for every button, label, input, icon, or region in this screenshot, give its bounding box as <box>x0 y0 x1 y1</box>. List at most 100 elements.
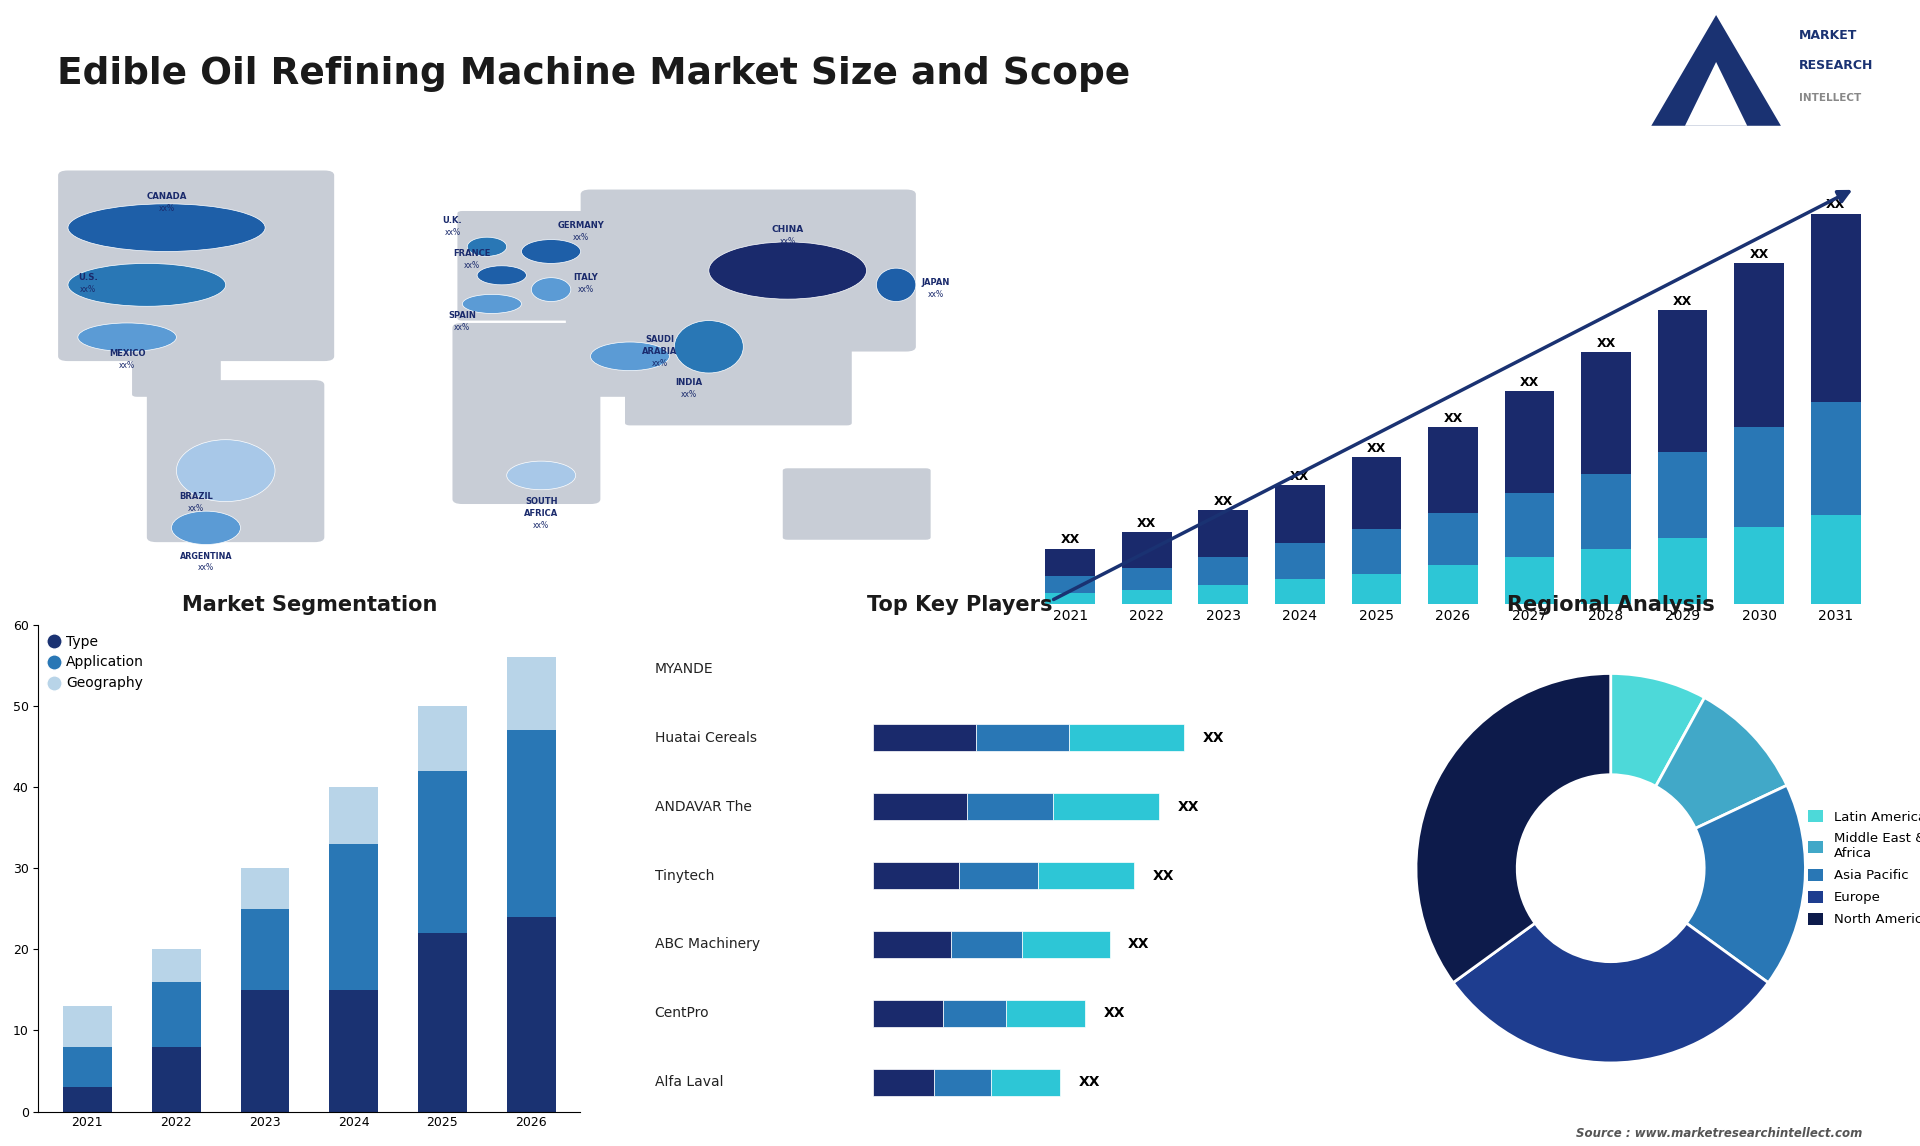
Bar <box>1198 557 1248 584</box>
Text: Edible Oil Refining Machine Market Size and Scope: Edible Oil Refining Machine Market Size … <box>58 56 1131 93</box>
Bar <box>1428 426 1478 512</box>
Text: xx%: xx% <box>572 233 589 242</box>
FancyBboxPatch shape <box>457 211 595 321</box>
Ellipse shape <box>532 277 570 301</box>
Text: MARKET: MARKET <box>1799 29 1857 42</box>
Text: Source : www.marketresearchintellect.com: Source : www.marketresearchintellect.com <box>1576 1128 1862 1140</box>
Ellipse shape <box>79 323 177 352</box>
Text: XX: XX <box>1154 869 1175 882</box>
Bar <box>1275 579 1325 604</box>
Text: xx%: xx% <box>465 261 480 270</box>
FancyBboxPatch shape <box>1054 793 1160 819</box>
Ellipse shape <box>177 440 275 502</box>
Bar <box>1811 402 1860 516</box>
Text: XX: XX <box>1444 411 1463 424</box>
Text: Alfa Laval: Alfa Laval <box>655 1075 724 1090</box>
Wedge shape <box>1453 924 1768 1063</box>
Bar <box>152 982 200 1046</box>
Text: INDIA: INDIA <box>676 378 703 387</box>
Legend: Latin America, Middle East &
Africa, Asia Pacific, Europe, North America: Latin America, Middle East & Africa, Asi… <box>1803 804 1920 932</box>
Bar <box>1582 549 1630 604</box>
Text: XX: XX <box>1290 470 1309 482</box>
FancyBboxPatch shape <box>783 469 931 540</box>
Text: MEXICO: MEXICO <box>109 350 146 359</box>
Ellipse shape <box>708 242 866 299</box>
FancyBboxPatch shape <box>991 1069 1060 1096</box>
Text: xx%: xx% <box>651 359 668 368</box>
FancyBboxPatch shape <box>1069 724 1185 751</box>
FancyBboxPatch shape <box>874 1000 943 1027</box>
Title: Regional Analysis: Regional Analysis <box>1507 595 1715 615</box>
Text: MYANDE: MYANDE <box>655 661 714 676</box>
Ellipse shape <box>674 321 743 372</box>
Text: xx%: xx% <box>119 361 134 370</box>
Bar <box>1121 532 1171 568</box>
FancyBboxPatch shape <box>453 323 601 504</box>
Text: XX: XX <box>1179 800 1200 814</box>
Bar <box>1505 557 1555 604</box>
Ellipse shape <box>507 461 576 489</box>
Wedge shape <box>1686 785 1805 982</box>
Bar <box>419 771 467 933</box>
Bar <box>1352 574 1402 604</box>
Text: xx%: xx% <box>578 285 593 295</box>
Ellipse shape <box>171 511 240 544</box>
Bar <box>240 869 290 909</box>
Text: XX: XX <box>1079 1075 1100 1090</box>
Bar <box>1352 529 1402 574</box>
Bar <box>1505 493 1555 557</box>
Text: SPAIN: SPAIN <box>449 312 476 320</box>
FancyBboxPatch shape <box>943 1000 1006 1027</box>
Ellipse shape <box>876 268 916 301</box>
Wedge shape <box>1415 674 1611 982</box>
Text: xx%: xx% <box>188 504 204 513</box>
Bar <box>1657 311 1707 452</box>
Bar <box>240 990 290 1112</box>
Bar <box>1121 568 1171 590</box>
Text: U.K.: U.K. <box>444 215 463 225</box>
FancyBboxPatch shape <box>1006 1000 1085 1027</box>
Bar <box>1505 391 1555 493</box>
Text: BRAZIL: BRAZIL <box>179 493 213 501</box>
Wedge shape <box>1611 674 1705 786</box>
Bar <box>1657 537 1707 604</box>
Text: GERMANY: GERMANY <box>557 221 605 229</box>
Text: Tinytech: Tinytech <box>655 869 714 882</box>
Bar <box>1428 512 1478 565</box>
Bar <box>328 787 378 843</box>
Ellipse shape <box>467 237 507 257</box>
Text: CHINA: CHINA <box>772 226 804 235</box>
Text: XX: XX <box>1596 337 1615 350</box>
FancyBboxPatch shape <box>975 724 1069 751</box>
Bar <box>63 1088 111 1112</box>
Bar <box>63 1006 111 1046</box>
Legend: Type, Application, Geography: Type, Application, Geography <box>46 631 146 693</box>
Bar <box>1582 352 1630 474</box>
Bar <box>419 706 467 771</box>
Text: XX: XX <box>1749 249 1768 261</box>
Bar <box>507 658 555 730</box>
Ellipse shape <box>67 264 227 306</box>
Text: XX: XX <box>1826 198 1845 211</box>
Text: FRANCE: FRANCE <box>453 249 492 258</box>
Bar <box>1582 474 1630 549</box>
Bar <box>1734 264 1784 426</box>
Text: ARGENTINA: ARGENTINA <box>180 552 232 560</box>
Text: xx%: xx% <box>444 228 461 237</box>
FancyBboxPatch shape <box>1021 931 1110 958</box>
Ellipse shape <box>67 204 265 251</box>
Bar <box>1121 590 1171 604</box>
Bar <box>1198 584 1248 604</box>
Text: ITALY: ITALY <box>574 273 597 282</box>
Bar <box>1428 565 1478 604</box>
Text: XX: XX <box>1060 533 1079 547</box>
Text: ANDAVAR The: ANDAVAR The <box>655 800 751 814</box>
Bar <box>1198 510 1248 557</box>
Text: XX: XX <box>1521 376 1540 388</box>
Text: CentPro: CentPro <box>655 1006 708 1020</box>
Text: SOUTH: SOUTH <box>524 497 557 507</box>
Bar <box>63 1046 111 1088</box>
Text: ARABIA: ARABIA <box>641 347 678 356</box>
Text: xx%: xx% <box>79 285 96 295</box>
Ellipse shape <box>522 240 580 264</box>
